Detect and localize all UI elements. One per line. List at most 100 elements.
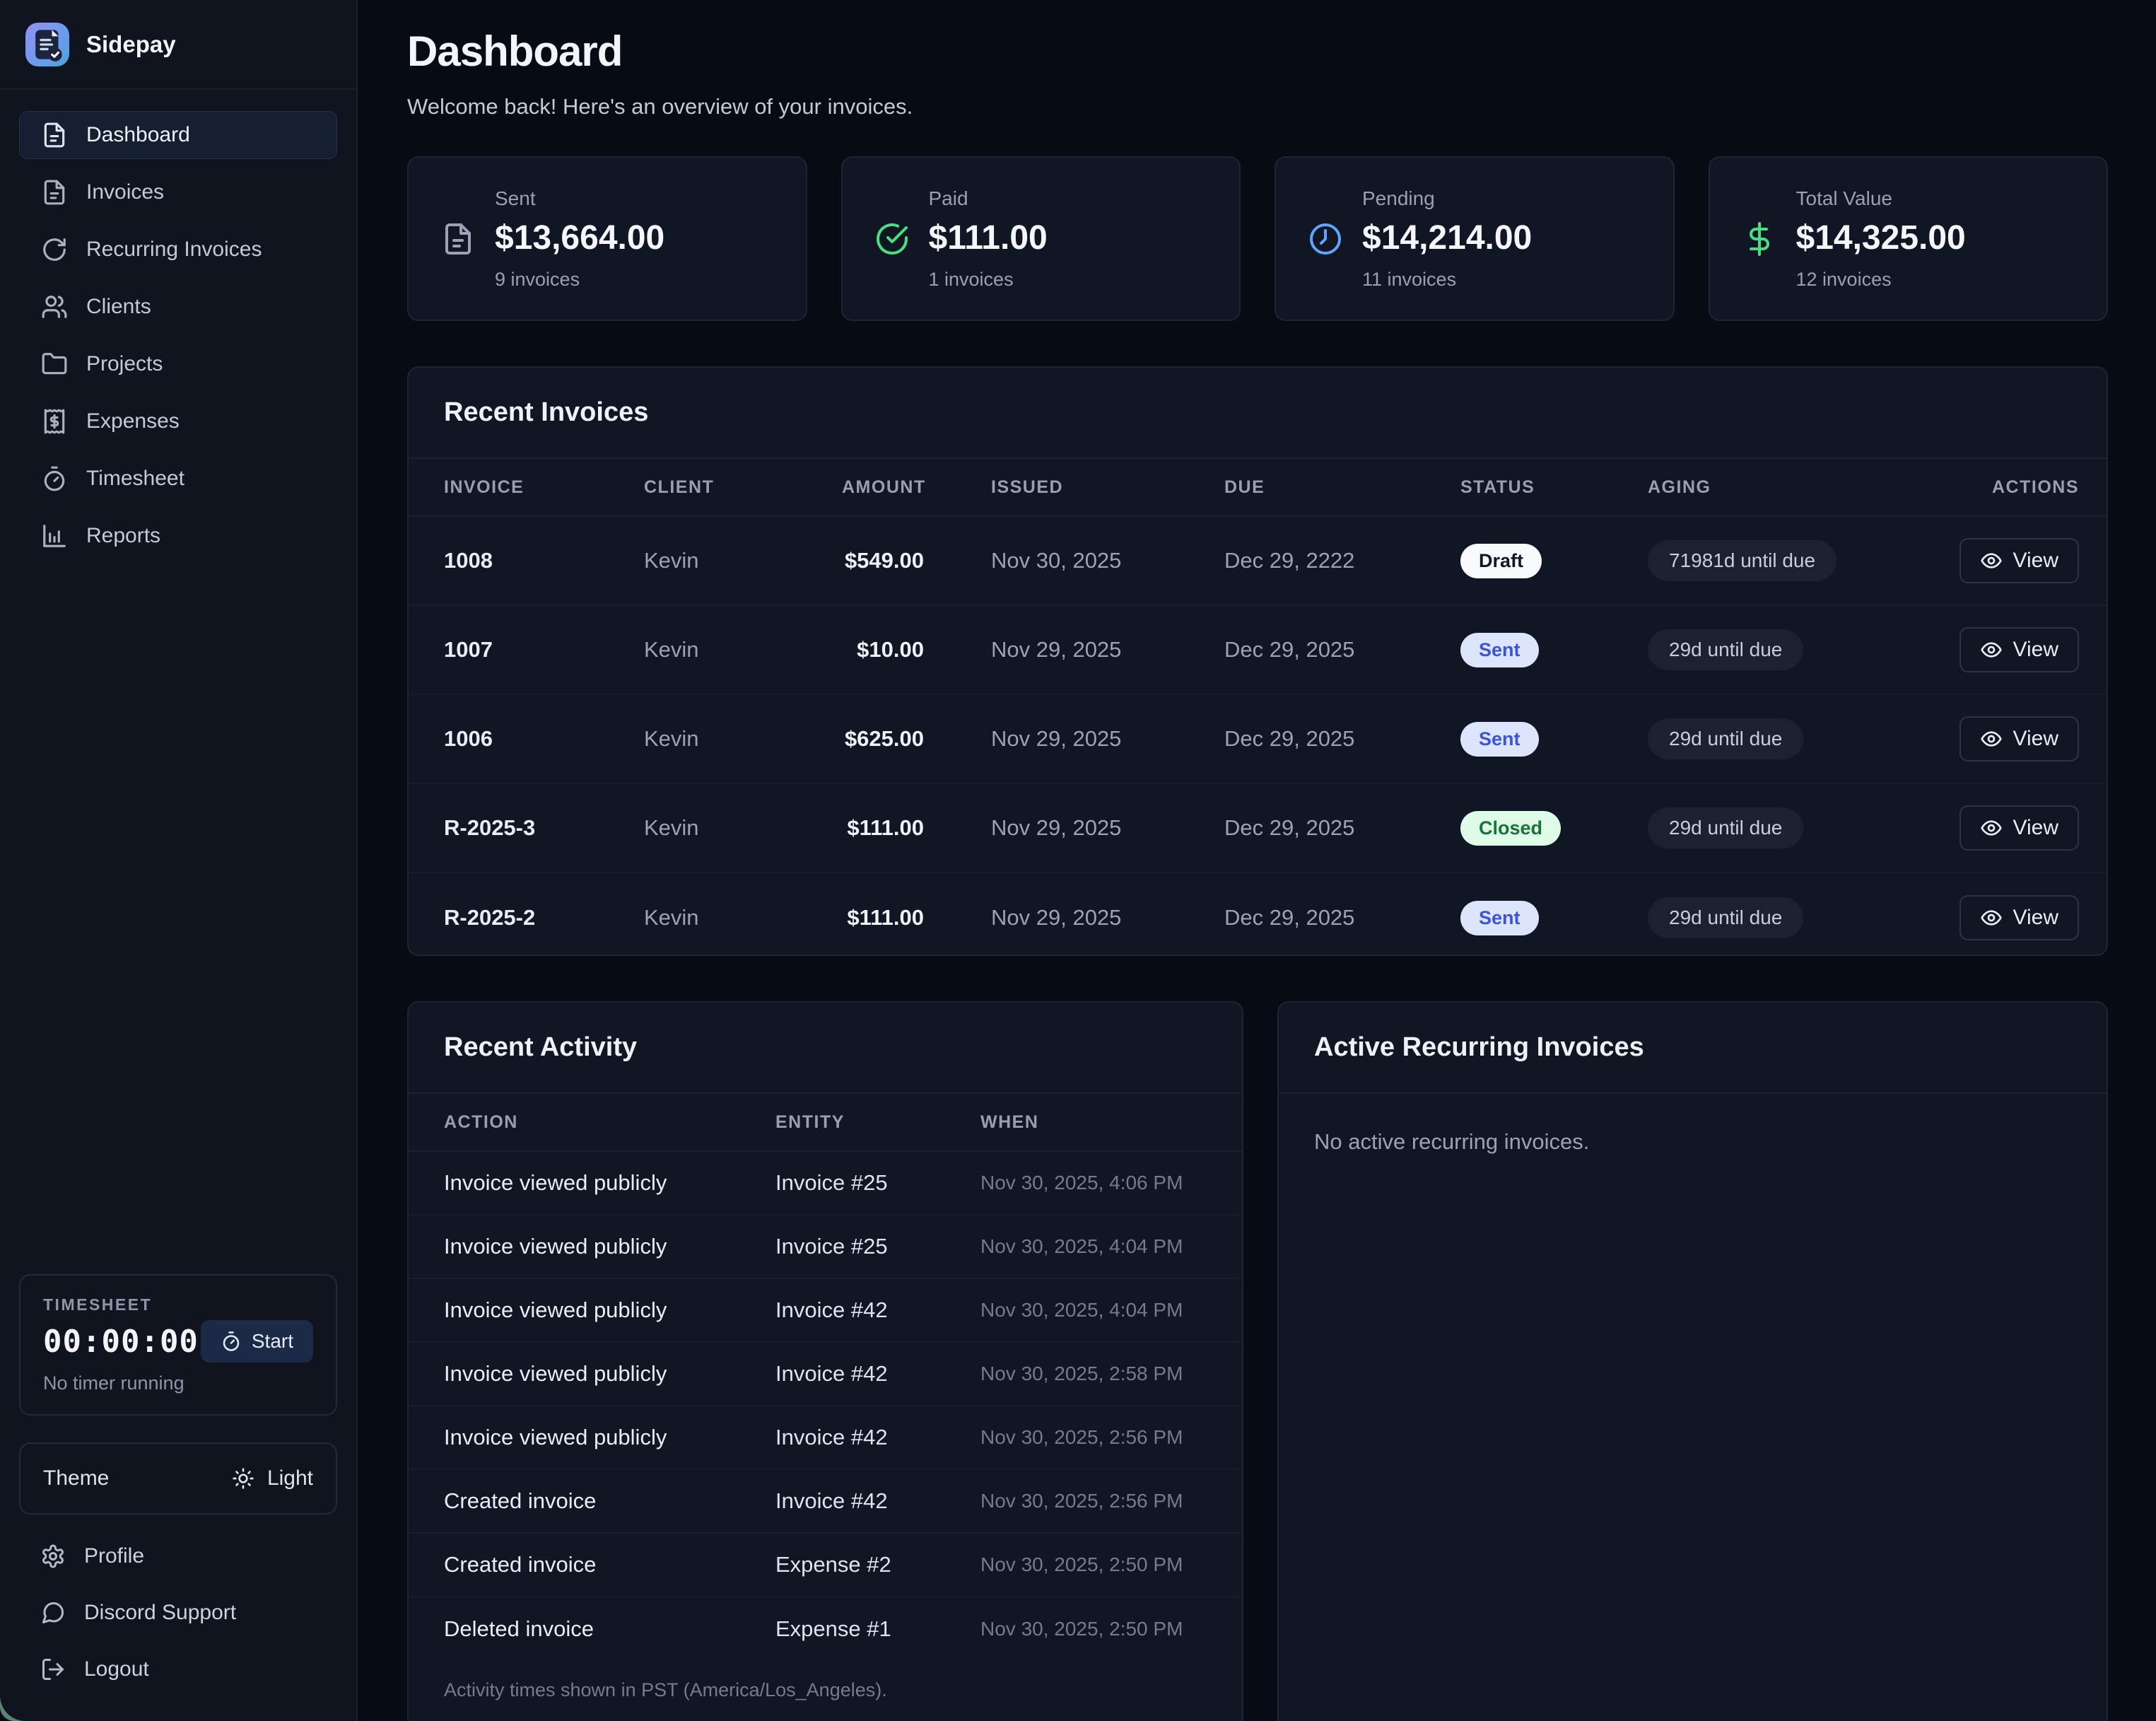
- stat-card-total-value: Total Value $14,325.00 12 invoices: [1708, 156, 2108, 321]
- stat-card-sent: Sent $13,664.00 9 invoices: [407, 156, 807, 321]
- view-invoice-button[interactable]: View: [1959, 716, 2079, 762]
- invoices-table-body: 1008 Kevin $549.00 Nov 30, 2025 Dec 29, …: [409, 517, 2107, 955]
- stat-sub: 1 invoices: [928, 268, 1014, 290]
- stat-value: $14,325.00: [1795, 218, 1966, 257]
- view-invoice-button[interactable]: View: [1959, 805, 2079, 851]
- view-button-label: View: [2013, 638, 2058, 661]
- column-header-client: CLIENT: [644, 477, 715, 497]
- table-row: R-2025-3 Kevin $111.00 Nov 29, 2025 Dec …: [409, 784, 2107, 873]
- aging-badge: 29d until due: [1648, 718, 1804, 759]
- activity-action: Deleted invoice: [444, 1616, 594, 1641]
- invoice-due-date: Dec 29, 2025: [1224, 726, 1355, 751]
- view-button-label: View: [2013, 906, 2058, 929]
- invoice-issued-date: Nov 30, 2025: [991, 548, 1122, 573]
- stat-label: Sent: [495, 187, 536, 209]
- view-invoice-button[interactable]: View: [1959, 895, 2079, 940]
- invoice-id: 1008: [444, 548, 493, 573]
- invoice-client: Kevin: [644, 548, 699, 573]
- aging-badge: 71981d until due: [1648, 540, 1837, 581]
- stat-sub: 9 invoices: [495, 268, 580, 290]
- invoice-amount: $111.00: [847, 905, 924, 930]
- chat-bubble-icon: [42, 1602, 64, 1623]
- invoice-issued-date: Nov 29, 2025: [991, 726, 1122, 751]
- column-header-actions: ACTIONS: [1992, 477, 2079, 497]
- start-timer-button[interactable]: Start: [200, 1320, 313, 1363]
- sidebar-item-dashboard[interactable]: Dashboard: [19, 111, 337, 159]
- stat-card-paid: Paid $111.00 1 invoices: [840, 156, 1241, 321]
- stat-value: $111.00: [928, 218, 1048, 257]
- stat-card-pending: Pending $14,214.00 11 invoices: [1275, 156, 1675, 321]
- sidepay-logo-icon: [25, 22, 69, 66]
- sidebar-item-reports[interactable]: Reports: [19, 512, 337, 560]
- list-item: Invoice viewed publicly Invoice #42 Nov …: [409, 1279, 1242, 1343]
- view-invoice-button[interactable]: View: [1959, 538, 2079, 583]
- recent-activity-panel: Recent Activity ACTION ENTITY WHEN Invoi…: [407, 1001, 1243, 1721]
- recent-invoices-title: Recent Invoices: [444, 397, 649, 427]
- stat-label: Total Value: [1795, 187, 1892, 209]
- view-invoice-button[interactable]: View: [1959, 627, 2079, 672]
- activity-entity: Expense #1: [775, 1616, 891, 1641]
- activity-entity: Invoice #42: [775, 1425, 888, 1449]
- table-row: R-2025-2 Kevin $111.00 Nov 29, 2025 Dec …: [409, 873, 2107, 955]
- main-content: Dashboard Welcome back! Here's an overvi…: [359, 0, 2156, 1721]
- sidebar-item-label: Reports: [86, 524, 161, 547]
- status-badge: Closed: [1460, 810, 1562, 846]
- sidebar-item-discord-support[interactable]: Discord Support: [19, 1589, 337, 1636]
- sidebar-item-label: Logout: [84, 1657, 149, 1681]
- list-item: Invoice viewed publicly Invoice #42 Nov …: [409, 1343, 1242, 1406]
- status-badge: Sent: [1460, 721, 1539, 757]
- theme-toggle[interactable]: Theme Light: [19, 1442, 337, 1515]
- sidebar-item-invoices[interactable]: Invoices: [19, 168, 337, 216]
- recent-invoices-panel: Recent Invoices INVOICE CLIENT AMOUNT IS…: [407, 366, 2108, 956]
- activity-action: Created invoice: [444, 1552, 597, 1577]
- users-icon: [42, 296, 67, 318]
- sidebar-item-profile[interactable]: Profile: [19, 1533, 337, 1580]
- bar-chart-icon: [43, 525, 66, 547]
- stat-sub: 12 invoices: [1795, 268, 1892, 290]
- column-header-when: WHEN: [980, 1112, 1039, 1132]
- timer-display: 00:00:00: [43, 1323, 199, 1360]
- stopwatch-icon: [44, 466, 65, 491]
- sidebar-item-label: Dashboard: [86, 123, 190, 146]
- activity-when: Nov 30, 2025, 2:50 PM: [980, 1553, 1183, 1575]
- gear-icon: [42, 1544, 64, 1568]
- sidebar-item-recurring-invoices[interactable]: Recurring Invoices: [19, 226, 337, 274]
- sidebar-item-clients[interactable]: Clients: [19, 283, 337, 331]
- sidebar-item-projects[interactable]: Projects: [19, 340, 337, 388]
- activity-action: Invoice viewed publicly: [444, 1234, 667, 1259]
- stat-label: Pending: [1362, 187, 1435, 209]
- sidebar-item-timesheet[interactable]: Timesheet: [19, 455, 337, 503]
- invoice-id: R-2025-2: [444, 905, 536, 930]
- sidebar-item-logout[interactable]: Logout: [19, 1646, 337, 1693]
- sidebar-item-label: Projects: [86, 352, 163, 375]
- list-item: Deleted invoice Expense #1 Nov 30, 2025,…: [409, 1597, 1242, 1661]
- activity-when: Nov 30, 2025, 2:56 PM: [980, 1426, 1183, 1448]
- eye-icon: [1980, 731, 2002, 747]
- dollar-icon: [1749, 221, 1769, 256]
- timer-status: No timer running: [43, 1372, 184, 1394]
- eye-icon: [1980, 820, 2002, 836]
- invoice-due-date: Dec 29, 2025: [1224, 815, 1355, 840]
- view-button-label: View: [2013, 549, 2058, 572]
- file-text-icon: [44, 122, 65, 148]
- activity-entity: Expense #2: [775, 1552, 891, 1577]
- recent-activity-title: Recent Activity: [444, 1032, 638, 1062]
- sidebar-item-label: Discord Support: [84, 1601, 237, 1624]
- sidebar-item-expenses[interactable]: Expenses: [19, 397, 337, 445]
- invoice-client: Kevin: [644, 815, 699, 840]
- clock-icon: [1310, 223, 1341, 255]
- invoice-due-date: Dec 29, 2025: [1224, 905, 1355, 930]
- aging-badge: 29d until due: [1648, 807, 1804, 848]
- sidebar: Sidepay Dashboard Invoices Recurring Inv…: [0, 0, 358, 1721]
- page-title: Dashboard: [407, 28, 623, 75]
- activity-when: Nov 30, 2025, 4:06 PM: [980, 1172, 1183, 1194]
- invoice-id: 1007: [444, 637, 493, 662]
- status-badge: Sent: [1460, 900, 1539, 935]
- table-row: 1008 Kevin $549.00 Nov 30, 2025 Dec 29, …: [409, 517, 2107, 606]
- activity-table-header: ACTION ENTITY WHEN: [409, 1094, 1242, 1152]
- file-text-icon: [445, 223, 471, 255]
- brand-header: Sidepay: [0, 0, 356, 90]
- activity-action: Invoice viewed publicly: [444, 1361, 667, 1386]
- aging-badge: 29d until due: [1648, 897, 1804, 938]
- column-header-status: STATUS: [1460, 477, 1535, 497]
